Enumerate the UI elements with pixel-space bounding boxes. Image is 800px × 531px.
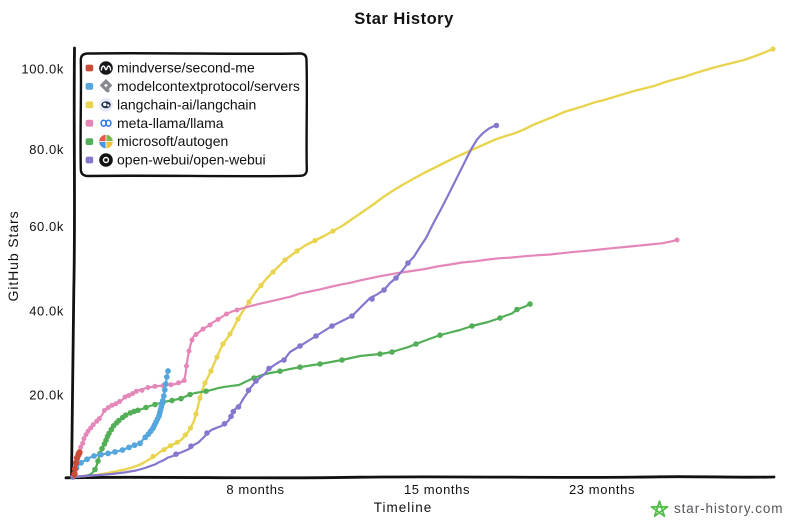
svg-text:60.0k: 60.0k	[29, 219, 64, 234]
svg-text:GitHub Stars: GitHub Stars	[5, 211, 21, 302]
svg-text:20.0k: 20.0k	[29, 388, 64, 403]
svg-text:Star History: Star History	[354, 10, 454, 28]
svg-text:star-history.com: star-history.com	[674, 501, 783, 516]
svg-text:100.0k: 100.0k	[21, 62, 64, 77]
svg-text:microsoft/autogen: microsoft/autogen	[117, 133, 228, 149]
svg-text:langchain-ai/langchain: langchain-ai/langchain	[117, 96, 256, 112]
svg-text:meta-llama/llama: meta-llama/llama	[117, 115, 224, 131]
svg-text:40.0k: 40.0k	[29, 304, 64, 319]
svg-text:Timeline: Timeline	[374, 500, 433, 515]
svg-text:mindverse/second-me: mindverse/second-me	[117, 60, 255, 76]
svg-text:8 months: 8 months	[226, 482, 284, 497]
svg-text:open-webui/open-webui: open-webui/open-webui	[117, 152, 266, 168]
svg-text:23 months: 23 months	[569, 482, 635, 497]
svg-text:15 months: 15 months	[404, 482, 470, 497]
svg-text:modelcontextprotocol/servers: modelcontextprotocol/servers	[117, 78, 300, 94]
svg-text:80.0k: 80.0k	[29, 142, 64, 157]
